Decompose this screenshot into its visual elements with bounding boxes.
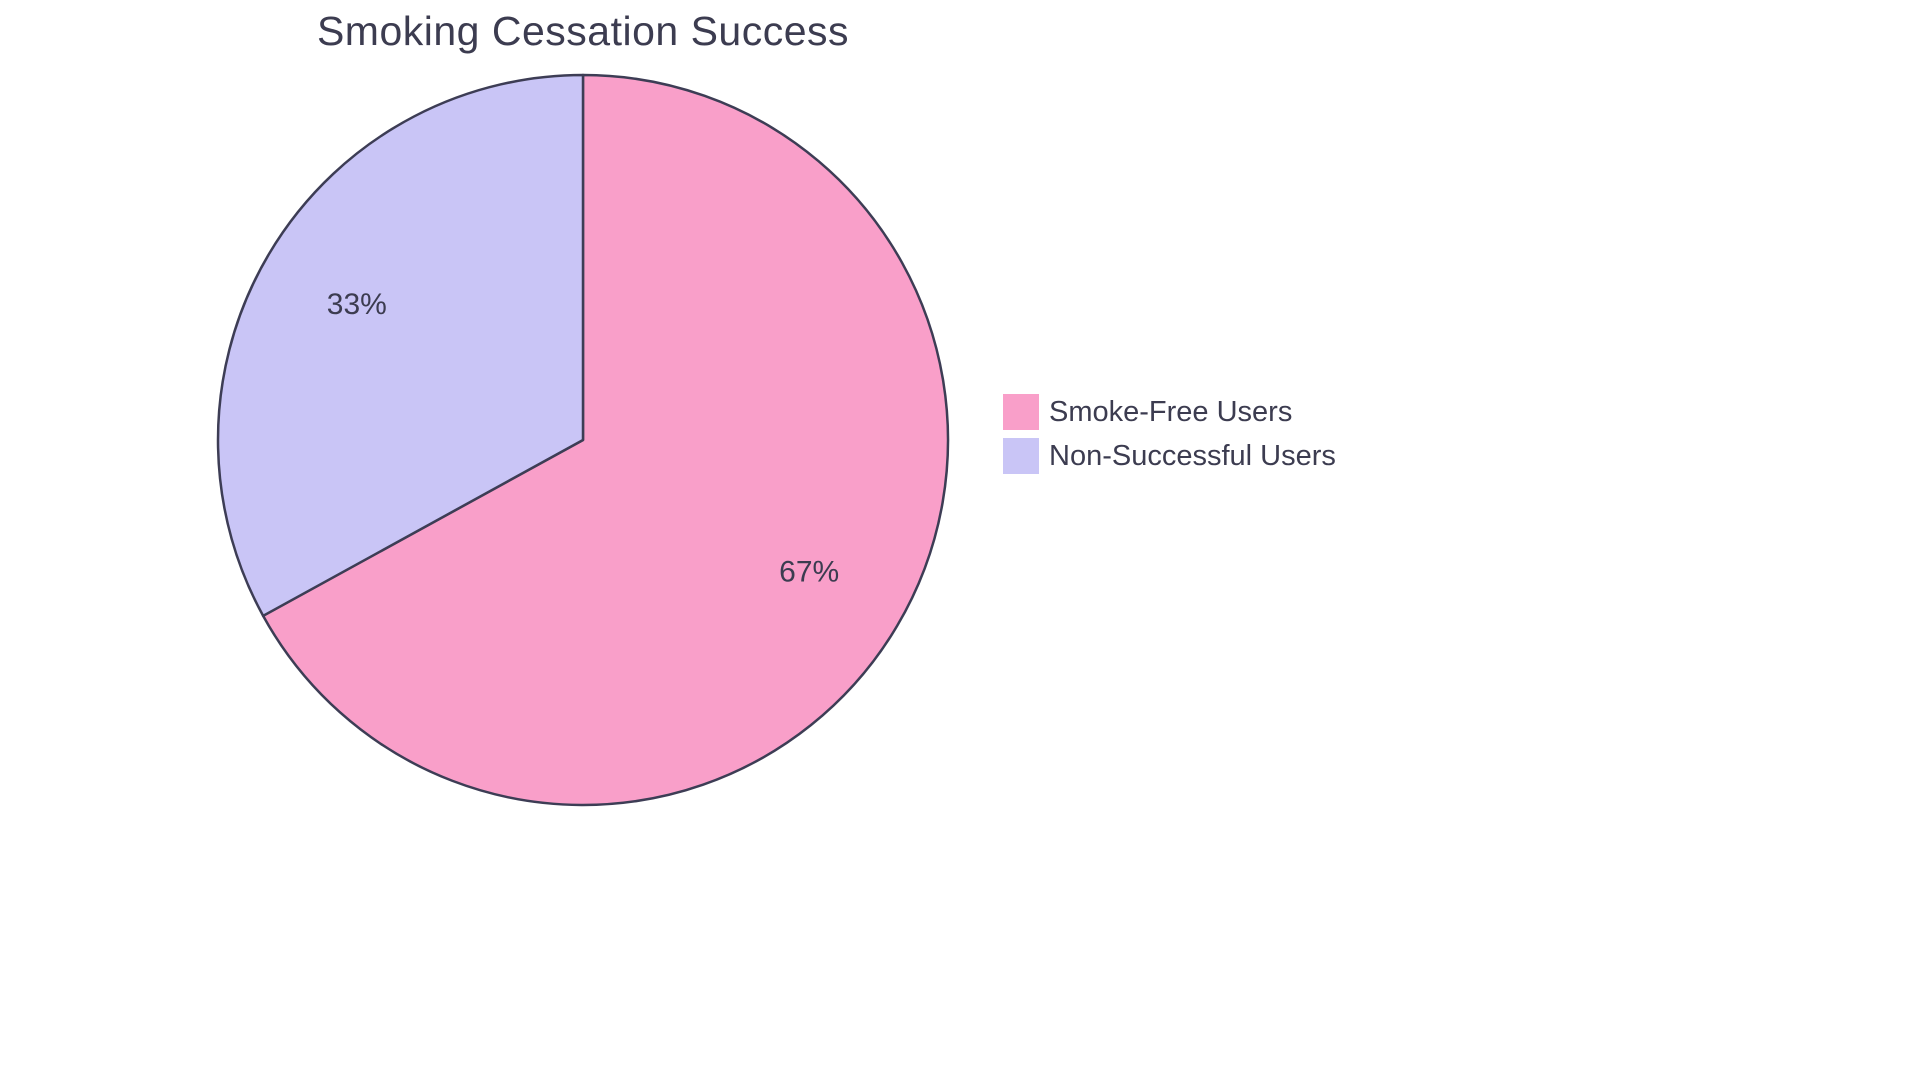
legend-item-0: Smoke-Free Users	[1003, 394, 1336, 430]
legend-swatch-0	[1003, 394, 1039, 430]
legend-item-1: Non-Successful Users	[1003, 438, 1336, 474]
legend: Smoke-Free Users Non-Successful Users	[1003, 394, 1336, 474]
pie-slice-0	[261, 73, 950, 807]
legend-label-0: Smoke-Free Users	[1049, 395, 1293, 428]
legend-swatch-1	[1003, 438, 1039, 474]
slice-percent-label-0: 67%	[779, 556, 839, 589]
pie-slice-1	[216, 73, 585, 618]
chart-title: Smoking Cessation Success	[316, 8, 850, 54]
legend-label-1: Non-Successful Users	[1049, 439, 1336, 472]
slice-percent-label-1: 33%	[327, 288, 387, 321]
